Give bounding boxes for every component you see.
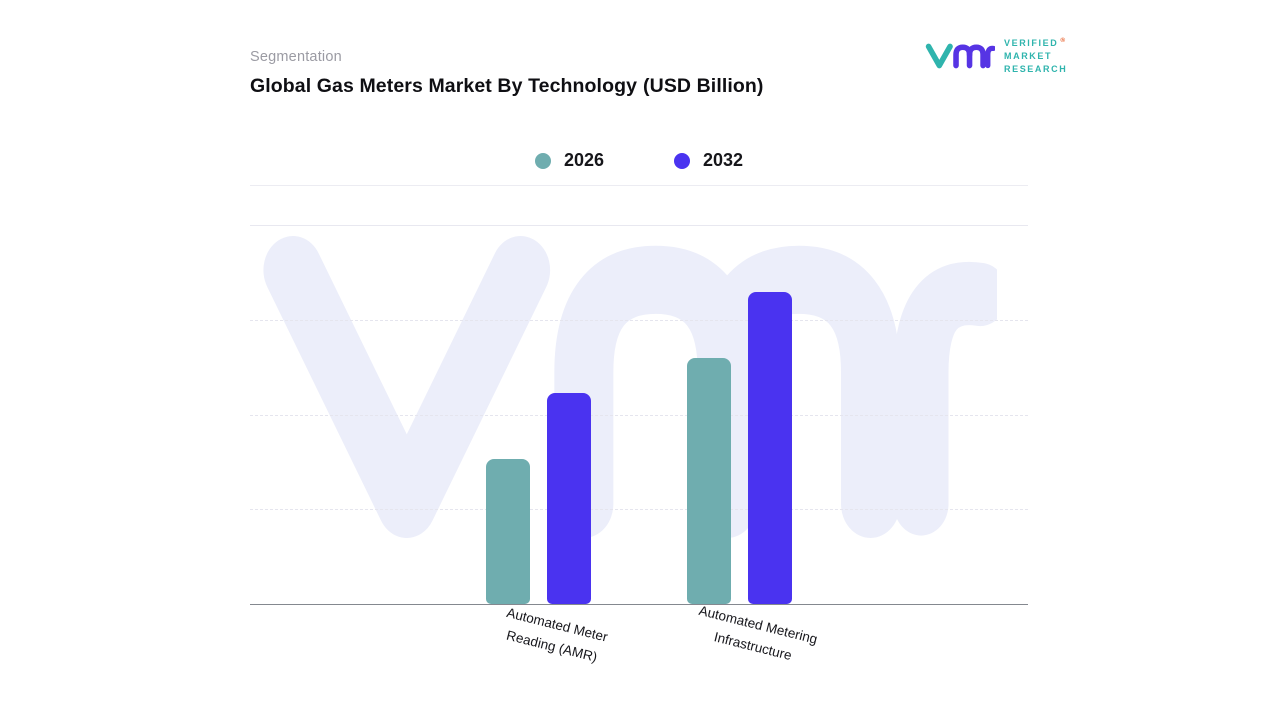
page-title: Global Gas Meters Market By Technology (U…: [250, 75, 764, 98]
brand-logo: VERIFIED ® MARKET RESEARCH: [925, 36, 1067, 76]
brand-line-1: VERIFIED: [1004, 38, 1059, 48]
legend-divider: [250, 185, 1028, 186]
gridline: [250, 319, 1028, 321]
chart-legend: 2026 2032: [250, 150, 1028, 171]
brand-wordmark: VERIFIED ® MARKET RESEARCH: [1004, 36, 1067, 76]
legend-label: 2032: [703, 150, 744, 170]
bar-groups: [250, 226, 1028, 604]
legend-item-2032[interactable]: 2032: [674, 150, 743, 171]
brand-line-3: RESEARCH: [1004, 64, 1068, 75]
x-axis-line: [250, 604, 1028, 605]
gridline: [250, 414, 1028, 416]
brand-line-2: MARKET: [1004, 51, 1053, 62]
x-axis-labels: Automated Meter Reading (AMR) Automated Me…: [250, 603, 1028, 664]
legend-dot: [534, 152, 551, 169]
legend-label: 2026: [563, 150, 604, 170]
eyebrow-label: Segmentation: [250, 49, 342, 65]
bar-amr-2026[interactable]: [486, 459, 530, 604]
legend-item-2026[interactable]: 2026: [534, 150, 604, 171]
vmr-logo-icon: [925, 43, 995, 69]
gridline: [250, 509, 1028, 511]
bar-amr-2032[interactable]: [547, 392, 591, 604]
bar-ami-2032[interactable]: [748, 292, 792, 604]
x-axis-label-ami: Automated Metering Infrastructure: [697, 602, 819, 669]
x-axis-label-amr: Automated Meter Reading (AMR): [498, 602, 610, 669]
bar-ami-2026[interactable]: [687, 358, 731, 604]
page-title-main: Global Gas Meters Market By Technology: [250, 75, 638, 97]
bar-group-amr: [486, 226, 591, 604]
plot-area: [250, 225, 1028, 605]
registered-mark: ®: [1060, 37, 1066, 44]
page-title-unit: (USD Billion): [643, 75, 764, 97]
legend-dot: [674, 152, 690, 169]
bar-group-ami: [687, 226, 792, 604]
